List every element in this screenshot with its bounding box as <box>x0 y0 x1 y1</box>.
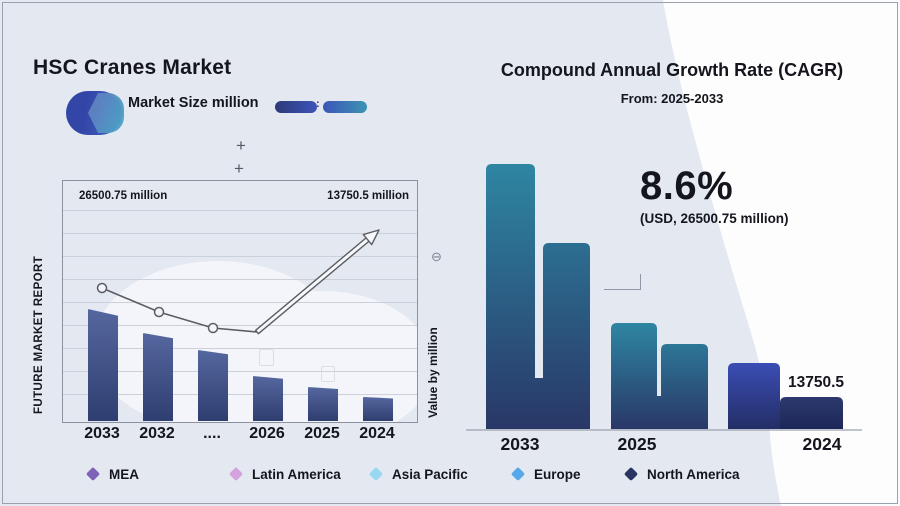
legend-label: Asia Pacific <box>392 466 468 482</box>
x-label-2033: 2033 <box>84 425 120 442</box>
trend-marker <box>153 306 165 318</box>
gridline <box>63 325 417 326</box>
step-decor-line <box>640 274 641 290</box>
legend-diamond-icon <box>228 466 244 482</box>
logo-mark-icon <box>66 91 124 135</box>
legend-item-north-america: North America <box>623 466 740 482</box>
gridline <box>63 348 417 349</box>
ghost-document-icon <box>259 349 274 366</box>
cagr-subtitle: From: 2025-2033 <box>620 91 724 106</box>
bar-bridge-2025 <box>656 396 662 429</box>
legend-label: MEA <box>109 466 139 482</box>
step-decor-line <box>604 289 641 290</box>
legend-diamond-icon <box>85 466 101 482</box>
trend-line <box>101 287 258 333</box>
x-label-2032: 2032 <box>139 425 175 442</box>
legend-label: North America <box>647 466 740 482</box>
legend-item-asia-pacific: Asia Pacific <box>368 466 468 482</box>
right-bar-primary-2024 <box>728 363 780 429</box>
legend-diamond-icon <box>623 466 639 482</box>
ratio-separator: : <box>316 98 320 110</box>
cagr-value: 8.6% <box>640 164 734 208</box>
x-label-2026: 2026 <box>249 425 285 442</box>
legend-label: Europe <box>534 466 581 482</box>
plus-decoration-icon: + <box>234 159 244 178</box>
legend-item-mea: MEA <box>85 466 139 482</box>
background-white-wedge <box>663 0 900 506</box>
left-bar-2033 <box>88 309 118 421</box>
x-label-2024: 2024 <box>359 425 395 442</box>
market-size-label: Market Size million <box>128 95 259 111</box>
right-bar-secondary-2024 <box>780 397 843 429</box>
left-bar-2025 <box>308 387 338 421</box>
gridline <box>63 302 417 303</box>
x-label-2025: 2025 <box>617 434 657 454</box>
gridline <box>63 394 417 395</box>
panel-max-label: 26500.75 million <box>79 190 168 202</box>
gridline <box>63 233 417 234</box>
gridline <box>63 371 417 372</box>
trend-marker <box>207 322 219 334</box>
growth-arrow-head-icon <box>362 229 380 246</box>
legend-diamond-icon <box>368 466 384 482</box>
left-bar-2032 <box>143 333 173 421</box>
left-bar-2024 <box>363 397 393 421</box>
ratio-pill-left <box>275 101 317 113</box>
x-label-....: .... <box>203 425 221 442</box>
right-bar-secondary-2025 <box>661 344 708 429</box>
legend-item-europe: Europe <box>510 466 581 482</box>
trend-line-layer <box>96 229 380 335</box>
bar-value-callout: 13750.5 <box>788 374 845 391</box>
ratio-pill-right <box>323 101 367 113</box>
page-title: HSC Cranes Market <box>33 56 232 79</box>
cagr-title: Compound Annual Growth Rate (CAGR) <box>500 60 844 80</box>
x-label-2033: 2033 <box>500 434 540 454</box>
ghost-document-icon <box>321 366 335 382</box>
right-bar-primary-2033 <box>486 164 535 429</box>
gridline <box>63 256 417 257</box>
right-bar-primary-2025 <box>611 323 657 429</box>
left-bar-2026 <box>253 376 283 421</box>
cagr-caption: (USD, 26500.75 million) <box>640 211 789 226</box>
trend-marker <box>96 282 108 294</box>
x-label-2024: 2024 <box>802 434 842 454</box>
left-chart-panel: 26500.75 million 13750.5 million <box>62 180 418 423</box>
gridline <box>63 279 417 280</box>
legend-diamond-icon <box>510 466 526 482</box>
legend-label: Latin America <box>252 466 341 482</box>
left-bar-.... <box>198 350 228 421</box>
right-bar-secondary-2033 <box>543 243 590 429</box>
plus-decoration-icon: + <box>236 136 246 155</box>
x-label-2025: 2025 <box>304 425 340 442</box>
panel-min-label: 13750.5 million <box>327 190 409 202</box>
circle-minus-icon: ⊖ <box>431 249 442 264</box>
gridline <box>63 210 417 211</box>
legend-item-latin-america: Latin America <box>228 466 341 482</box>
bar-bridge-2033 <box>534 378 544 429</box>
